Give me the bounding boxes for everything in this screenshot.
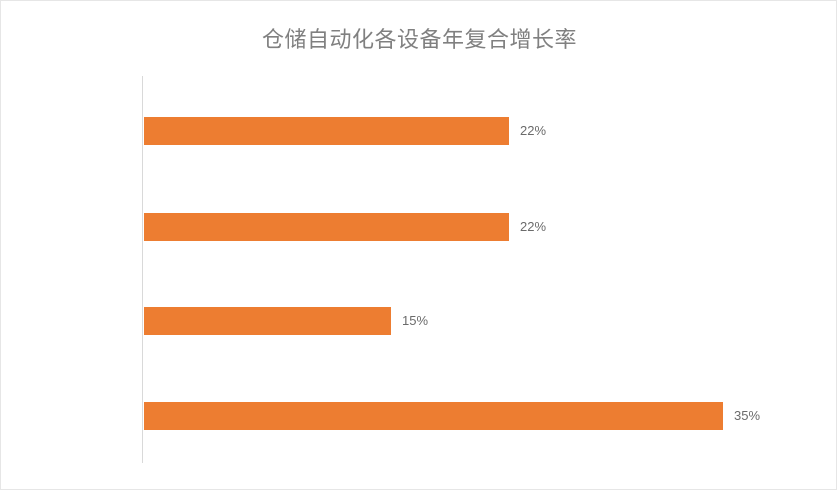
- bar-rect[interactable]: [144, 117, 509, 145]
- bar-value-label: 22%: [520, 219, 547, 234]
- bar-rect[interactable]: [144, 307, 391, 335]
- bar-rect[interactable]: [144, 213, 509, 241]
- bar-value-label: 15%: [402, 313, 429, 328]
- bar-value-label: 22%: [520, 123, 547, 138]
- category-axis-line: [142, 76, 143, 463]
- bar-value-label: 35%: [734, 408, 761, 423]
- bar-rect[interactable]: [144, 402, 723, 430]
- chart-title: 仓储自动化各设备年复合增长率: [261, 27, 577, 52]
